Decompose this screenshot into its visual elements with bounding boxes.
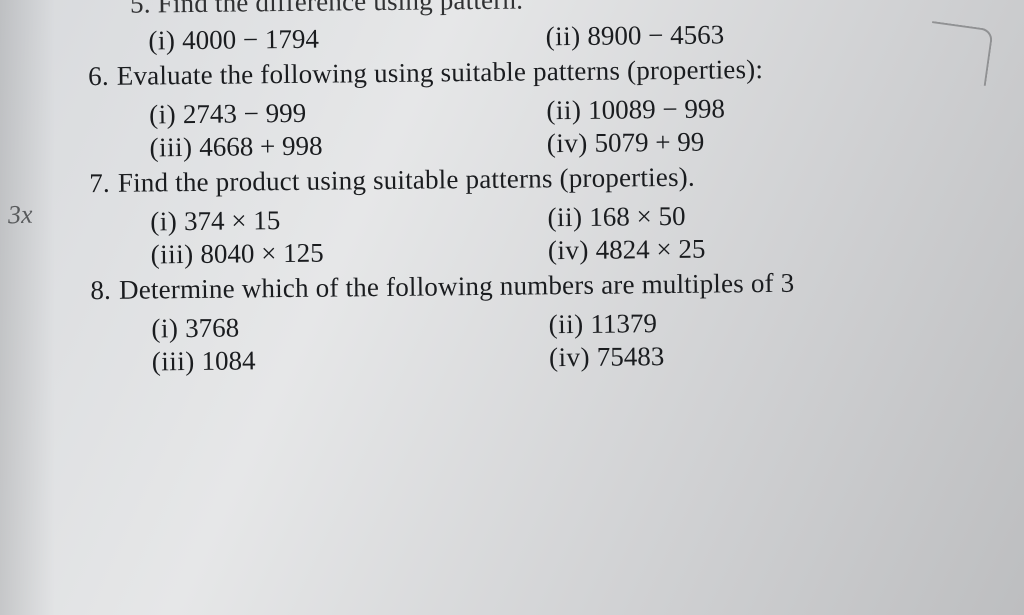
q8-sub-i: (i) 3768 [73, 309, 549, 345]
expr: 11379 [590, 308, 657, 339]
expr: 5079 + 99 [594, 127, 704, 158]
expr: 2743 − 999 [183, 98, 307, 129]
q5-sub-ii: (ii) 8900 − 4563 [546, 17, 985, 53]
q6-text: Evaluate the following using suitable pa… [117, 54, 764, 91]
q6-heading: 6. Evaluate the following using suitable … [71, 52, 985, 93]
roman: (ii) [547, 202, 582, 232]
q8-heading: 8. Determine which of the following numbe… [73, 266, 987, 307]
roman: (iii) [152, 346, 195, 376]
expr: 10089 − 998 [588, 93, 725, 124]
q6-number: 6. [71, 61, 109, 92]
q5-sub-i: (i) 4000 − 1794 [70, 21, 546, 57]
expr: 4668 + 998 [199, 131, 323, 162]
roman: (i) [150, 206, 177, 236]
expr: 168 × 50 [589, 201, 686, 232]
expr: 1084 [201, 345, 255, 376]
q7-text: Find the product using suitable patterns… [118, 162, 695, 198]
expr: 3768 [185, 313, 239, 344]
q7-heading: 7. Find the product using suitable patter… [72, 159, 986, 200]
page-content: 5. Find the difference using pattern. (i… [0, 0, 1024, 615]
roman: (iii) [149, 132, 192, 162]
expr: 8040 × 125 [200, 238, 324, 269]
roman: (ii) [546, 21, 581, 51]
q8-sub-iii: (iii) 1084 [74, 342, 550, 378]
q8-sub-ii: (ii) 11379 [549, 305, 988, 341]
roman: (i) [149, 99, 176, 129]
expr: 4824 × 25 [595, 234, 705, 265]
q8-text: Determine which of the following numbers… [119, 268, 795, 305]
roman: (iv) [548, 235, 589, 265]
q6-sub-iii: (iii) 4668 + 998 [71, 128, 547, 164]
roman: (ii) [546, 95, 581, 125]
q7-sub-ii: (ii) 168 × 50 [547, 198, 986, 234]
q5-sub-row-1: (i) 4000 − 1794 (ii) 8900 − 4563 [70, 17, 984, 58]
roman: (iv) [549, 342, 590, 372]
q8-number: 8. [73, 275, 111, 306]
q6-sub-iv: (iv) 5079 + 99 [547, 124, 986, 160]
expr: 8900 − 4563 [587, 19, 724, 50]
page-curl-mark [924, 21, 993, 86]
q8-sub-iv: (iv) 75483 [549, 338, 988, 374]
roman: (iii) [151, 239, 194, 269]
q7-sub-i: (i) 374 × 15 [72, 202, 548, 238]
roman: (i) [151, 313, 178, 343]
expr: 4000 − 1794 [182, 24, 319, 55]
q6-sub-ii: (ii) 10089 − 998 [546, 91, 985, 127]
q7-number: 7. [72, 168, 110, 199]
q6-sub-i: (i) 2743 − 999 [71, 95, 547, 131]
roman: (ii) [549, 309, 584, 339]
q7-sub-iv: (iv) 4824 × 25 [548, 231, 987, 267]
q7-sub-iii: (iii) 8040 × 125 [73, 235, 549, 271]
expr: 75483 [597, 341, 665, 372]
expr: 374 × 15 [184, 205, 281, 236]
roman: (i) [148, 25, 175, 55]
roman: (iv) [547, 128, 588, 158]
margin-handwriting: 3x [7, 200, 33, 231]
